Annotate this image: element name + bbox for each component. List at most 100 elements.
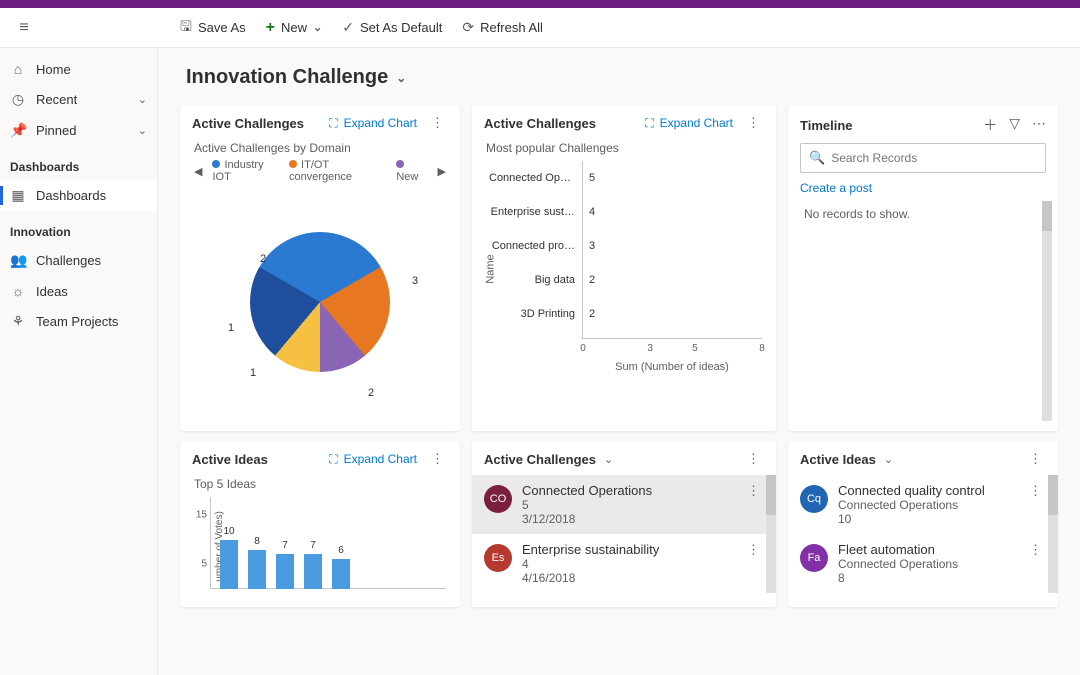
card-title: Active Ideas bbox=[800, 452, 876, 467]
search-records-input[interactable]: 🔍 bbox=[800, 143, 1046, 173]
legend-prev-icon[interactable]: ◀ bbox=[194, 165, 202, 178]
more-icon[interactable]: ⋯ bbox=[1032, 115, 1046, 135]
more-icon[interactable]: ⋮ bbox=[743, 115, 764, 131]
more-icon[interactable]: ⋮ bbox=[743, 483, 764, 499]
scrollbar[interactable] bbox=[1048, 475, 1058, 593]
sidebar-item-label: Dashboards bbox=[36, 188, 106, 203]
more-icon[interactable]: ⋮ bbox=[1025, 451, 1046, 467]
sidebar-item-pinned[interactable]: 📌 Pinned ⌄ bbox=[0, 115, 157, 146]
sidebar-item-label: Challenges bbox=[36, 253, 101, 268]
list-item[interactable]: Fa Fleet automation Connected Operations… bbox=[788, 534, 1058, 593]
list-item-title: Enterprise sustainability bbox=[522, 542, 659, 557]
search-field[interactable] bbox=[831, 151, 1037, 165]
vbar-bar: 10 bbox=[220, 540, 238, 589]
pie-chart: 32112 bbox=[180, 187, 460, 417]
more-icon[interactable]: ⋮ bbox=[427, 451, 448, 467]
list-item-title: Connected Operations bbox=[522, 483, 652, 498]
add-icon[interactable]: ＋ bbox=[983, 115, 997, 135]
sidebar-item-ideas[interactable]: ☼ Ideas bbox=[0, 276, 157, 306]
y-tick: 5 bbox=[201, 559, 211, 570]
list-item-sub1: 5 bbox=[522, 498, 652, 512]
sidebar-item-dashboards[interactable]: ▦ Dashboards bbox=[0, 180, 157, 211]
sidebar-item-home[interactable]: ⌂ Home bbox=[0, 54, 157, 84]
legend-next-icon[interactable]: ▶ bbox=[438, 165, 446, 178]
chevron-down-icon[interactable]: ⌄ bbox=[604, 453, 613, 466]
chevron-down-icon[interactable]: ⌄ bbox=[884, 453, 893, 466]
list-item-sub1: Connected Operations bbox=[838, 498, 985, 512]
list-item[interactable]: Cq Connected quality control Connected O… bbox=[788, 475, 1058, 534]
card-active-challenges-bar: Active Challenges ⛶ Expand Chart ⋮ Most … bbox=[472, 105, 776, 431]
avatar-badge: Cq bbox=[800, 485, 828, 513]
more-icon[interactable]: ⋮ bbox=[427, 115, 448, 131]
hbar-category: Connected pro… bbox=[489, 240, 583, 252]
chart-subtitle: Top 5 Ideas bbox=[180, 473, 460, 491]
new-button[interactable]: + New ⌄ bbox=[256, 8, 333, 47]
list-item-text: Connected Operations 5 3/12/2018 bbox=[522, 483, 652, 526]
y-tick: 15 bbox=[196, 510, 211, 521]
card-title: Active Challenges bbox=[192, 116, 304, 131]
team-icon: ⚘ bbox=[10, 313, 26, 330]
list-body: CO Connected Operations 5 3/12/2018 ⋮ Es… bbox=[472, 475, 776, 593]
list-item-text: Fleet automation Connected Operations 8 bbox=[838, 542, 958, 585]
list-item[interactable]: CO Connected Operations 5 3/12/2018 ⋮ bbox=[472, 475, 776, 534]
search-icon: 🔍 bbox=[809, 150, 825, 166]
hamburger-icon[interactable]: ≡ bbox=[8, 19, 40, 37]
vbar-value: 7 bbox=[310, 540, 316, 551]
expand-icon: ⛶ bbox=[329, 116, 337, 131]
more-icon[interactable]: ⋮ bbox=[743, 451, 764, 467]
chevron-down-icon: ⌄ bbox=[138, 124, 147, 137]
sidebar-item-challenges[interactable]: 👥 Challenges bbox=[0, 245, 157, 276]
vbar-value: 10 bbox=[223, 526, 234, 537]
chevron-down-icon: ⌄ bbox=[138, 93, 147, 106]
page-title[interactable]: Innovation Challenge ⌄ bbox=[186, 66, 1058, 89]
expand-label: Expand Chart bbox=[344, 116, 417, 130]
vbar-bar: 8 bbox=[248, 550, 266, 589]
set-default-button[interactable]: ✓ Set As Default bbox=[332, 8, 452, 47]
expand-chart-link[interactable]: ⛶ Expand Chart bbox=[329, 452, 417, 467]
hbar-category: Connected Ope… bbox=[489, 172, 583, 184]
hbar-category: 3D Printing bbox=[489, 308, 583, 320]
more-icon[interactable]: ⋮ bbox=[1025, 483, 1046, 499]
filter-icon[interactable]: ▽ bbox=[1009, 115, 1020, 135]
vbar-value: 8 bbox=[254, 536, 260, 547]
sidebar-item-label: Recent bbox=[36, 92, 77, 107]
sidebar-item-team-projects[interactable]: ⚘ Team Projects bbox=[0, 306, 157, 337]
card-active-ideas-chart: Active Ideas ⛶ Expand Chart ⋮ Top 5 Idea… bbox=[180, 441, 460, 607]
card-active-challenges-pie: Active Challenges ⛶ Expand Chart ⋮ Activ… bbox=[180, 105, 460, 431]
expand-chart-link[interactable]: ⛶ Expand Chart bbox=[329, 116, 417, 131]
more-icon[interactable]: ⋮ bbox=[743, 542, 764, 558]
refresh-icon: ⟳ bbox=[462, 19, 474, 36]
avatar-badge: Es bbox=[484, 544, 512, 572]
plus-icon: + bbox=[266, 19, 275, 37]
refresh-label: Refresh All bbox=[480, 20, 543, 35]
hbar-value: 5 bbox=[589, 172, 595, 184]
vbar-bar: 7 bbox=[276, 554, 294, 589]
list-item-sub1: Connected Operations bbox=[838, 557, 958, 571]
sidebar-item-recent[interactable]: ◷ Recent ⌄ bbox=[0, 84, 157, 115]
chart-subtitle: Most popular Challenges bbox=[472, 137, 776, 155]
expand-chart-link[interactable]: ⛶ Expand Chart bbox=[645, 116, 733, 131]
save-as-button[interactable]: 🖫 Save As bbox=[170, 8, 256, 47]
refresh-button[interactable]: ⟳ Refresh All bbox=[452, 8, 553, 47]
list-item-sub1: 4 bbox=[522, 557, 659, 571]
legend-item: New bbox=[396, 159, 427, 183]
create-post-link[interactable]: Create a post bbox=[788, 181, 1058, 201]
avatar-badge: Fa bbox=[800, 544, 828, 572]
pie-slice-label: 2 bbox=[260, 253, 266, 265]
timeline-empty: No records to show. bbox=[800, 201, 1052, 421]
hbar-value: 2 bbox=[589, 274, 595, 286]
scrollbar[interactable] bbox=[766, 475, 776, 593]
x-tick: 8 bbox=[759, 343, 765, 354]
set-default-label: Set As Default bbox=[360, 20, 442, 35]
expand-icon: ⛶ bbox=[329, 452, 337, 467]
vbar-bar: 7 bbox=[304, 554, 322, 589]
card-active-ideas-list: Active Ideas ⌄ ⋮ Cq Connected quality co… bbox=[788, 441, 1058, 607]
list-item[interactable]: Es Enterprise sustainability 4 4/16/2018… bbox=[472, 534, 776, 593]
expand-label: Expand Chart bbox=[344, 452, 417, 466]
more-icon[interactable]: ⋮ bbox=[1025, 542, 1046, 558]
x-tick: 5 bbox=[692, 343, 698, 354]
card-title: Timeline bbox=[800, 118, 853, 133]
card-title: Active Challenges bbox=[484, 116, 596, 131]
hbar-row: Enterprise sust…4 bbox=[583, 201, 595, 223]
hbar-value: 4 bbox=[589, 206, 595, 218]
